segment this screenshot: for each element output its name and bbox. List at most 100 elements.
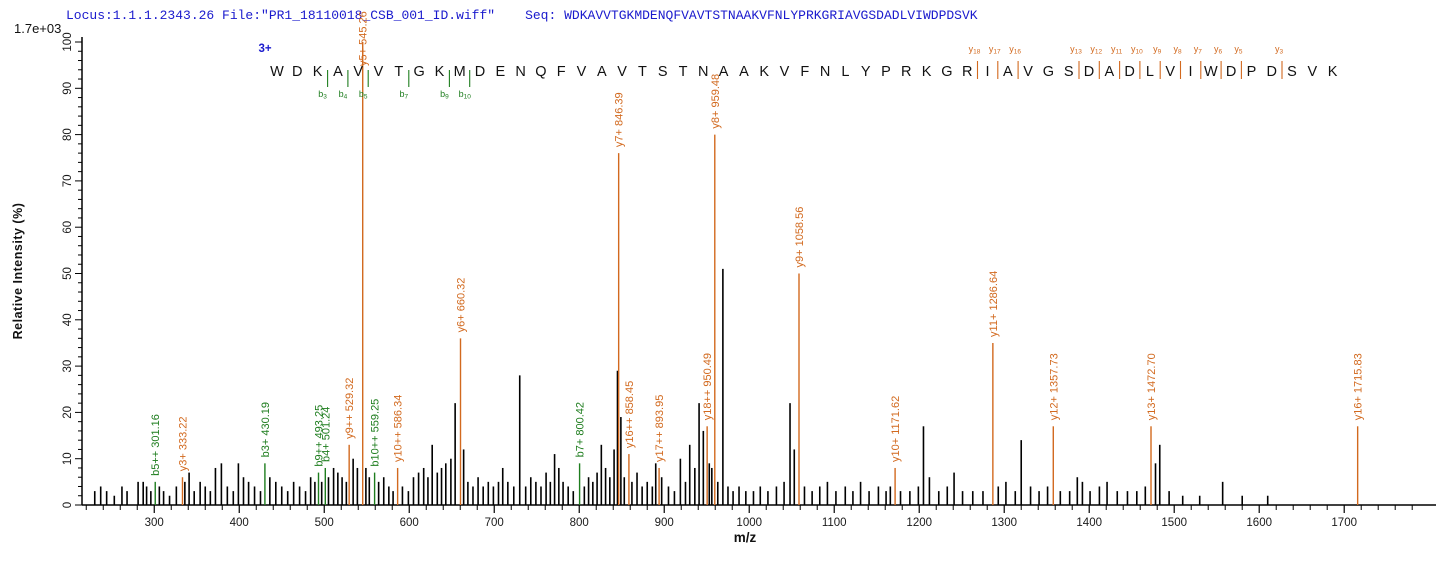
y-ion-flag-label: y11 [1111,44,1123,56]
y-axis-tick-label: 50 [62,267,74,280]
sequence-residue: V [617,64,627,80]
ion-peak-label: y12+ 1357.73 [1048,353,1060,420]
intensity-scale-annotation: 1.7e+03 [14,21,62,36]
b-ion-flag-label: b9 [440,89,449,101]
y-ion-flag-label: y17 [989,44,1001,56]
sequence-residue: N [515,64,525,80]
ion-peak-label: b3+ 430.19 [260,402,272,457]
x-axis-tick-label: 1700 [1331,517,1357,529]
sequence-residue: W [270,64,284,80]
sequence-residue: F [800,64,809,80]
y-axis-tick-label: 60 [62,221,74,234]
x-axis-tick-label: 1500 [1161,517,1187,529]
sequence-residue: S [1064,64,1074,80]
y-ion-flag-label: y13 [1070,44,1082,56]
sequence-residue: D [475,64,485,80]
sequence-residue: V [1307,64,1317,80]
sequence-residue: W [1204,64,1218,80]
sequence-residue: V [577,64,587,80]
sequence-residue: K [922,64,932,80]
y-ion-flag-label: y6 [1214,44,1223,56]
locus-file-label: Locus:1.1.1.2343.26 File:"PR1_18110018_C… [66,8,496,23]
sequence-residue: I [1188,64,1192,80]
ion-peak-label: b4+ 501.24 [320,407,332,462]
ion-peak-label: y18++ 950.49 [702,353,714,420]
precursor-charge-label: 3+ [258,43,271,55]
x-axis-tick-label: 800 [570,517,589,529]
ion-peak-label: y10++ 586.34 [393,395,405,462]
sequence-residue: K [759,64,769,80]
y-ion-flag-label: y16 [1009,44,1021,56]
y-ion-flag-label: y5 [1234,44,1243,56]
b-ion-flag-label: b10 [459,89,472,101]
sequence-residue: G [941,64,952,80]
y-axis-tick-label: 0 [62,502,74,508]
sequence-residue: R [962,64,972,80]
b-ion-flag-label: b5 [359,89,368,101]
sequence-residue: D [1266,64,1276,80]
sequence-residue: V [353,64,363,80]
ion-peak-label: y8+ 959.48 [710,74,722,129]
y-ion-flag-label: y3 [1275,44,1284,56]
ion-peak-label: y16+ 1715.83 [1353,353,1365,420]
sequence-residue: N [820,64,830,80]
sequence-residue: A [739,64,749,80]
sequence-residue: L [841,64,849,80]
sequence-residue: V [780,64,790,80]
y-axis-tick-label: 80 [62,128,74,141]
sequence-residue: F [557,64,566,80]
ion-peak-label: y13+ 1472.70 [1146,353,1158,420]
x-axis-tick-label: 500 [315,517,334,529]
sequence-residue: G [413,64,424,80]
y-ion-flag-label: y8 [1173,44,1182,56]
ion-peak-label: y3+ 333.22 [177,416,189,471]
y-axis-tick-label: 70 [62,175,74,188]
y-ion-flag-label: y9 [1153,44,1162,56]
sequence-residue: V [1023,64,1033,80]
y-axis-tick-label: 90 [62,82,74,95]
ion-peak-label: b10++ 559.25 [370,399,382,467]
y-axis-tick-label: 30 [62,360,74,373]
y-ion-flag-label: y7 [1194,44,1203,56]
sequence-residue: V [374,64,384,80]
sequence-residue: T [679,64,688,80]
sequence-residue: Y [861,64,871,80]
ion-peak-label: y10+ 1171.62 [890,396,902,462]
background-peaks [93,268,1269,505]
ion-peak-label: b7+ 800.42 [575,402,587,457]
ion-peak-label: y5+ 545.26 [358,11,370,66]
b-ion-flag-label: b4 [339,89,348,101]
header: Locus:1.1.1.2343.26 File:"PR1_18110018_C… [66,8,978,23]
ion-peak-label: y6+ 660.32 [456,278,468,333]
sequence-residue: A [719,64,729,80]
sequence-residue: D [1226,64,1236,80]
ion-peak-label: y9++ 529.32 [344,378,356,439]
ion-peak-label: b9++ 493.25 [314,405,326,467]
sequence-residue: V [1165,64,1175,80]
x-axis-tick-label: 400 [230,517,249,529]
ion-peak-label: y7+ 846.39 [614,92,626,147]
x-axis-tick-label: 900 [655,517,674,529]
sequence-residue: D [292,64,302,80]
y-ion-flag-label: y12 [1090,44,1102,56]
ion-peak-label: y9+ 1058.56 [794,207,806,268]
sequence-residue: K [435,64,445,80]
x-axis-tick-label: 1300 [991,517,1017,529]
x-axis-tick-label: 700 [485,517,504,529]
sequence-residue: A [333,64,343,80]
sequence-residue: T [394,64,403,80]
ion-peak-label: y16++ 858.45 [624,381,636,448]
x-axis-tick-label: 1200 [906,517,932,529]
y-ion-flag-label: y10 [1131,44,1143,56]
sequence-residue: I [985,64,989,80]
sequence-residue: D [1084,64,1094,80]
ion-peak-label: y17++ 893.95 [654,395,666,462]
y-ion-flag-label: y18 [969,44,981,56]
sequence-residue: N [698,64,708,80]
sequence-residue: K [313,64,323,80]
sequence-residue: A [1003,64,1013,80]
seq-prefix: Seq: [525,8,557,23]
